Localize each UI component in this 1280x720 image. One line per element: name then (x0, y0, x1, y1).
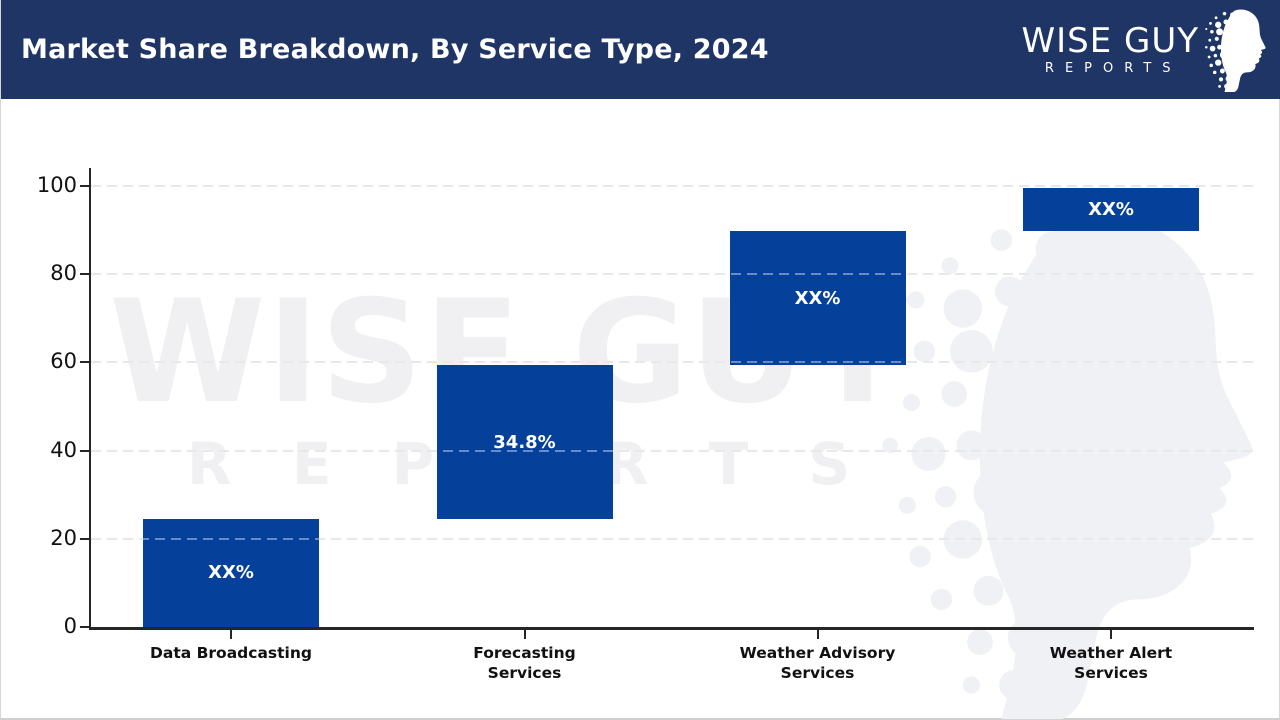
y-axis-tick-label: 80 (50, 261, 77, 286)
brand-logo: WISE GUY REPORTS (1021, 8, 1267, 92)
gridline (91, 273, 1254, 276)
y-axis-tick (80, 449, 89, 452)
bar-value-label: XX% (208, 562, 254, 584)
category-label-line: Weather Alert (1049, 644, 1173, 662)
gridline-overlay (91, 537, 1254, 540)
y-axis-tick (80, 537, 89, 540)
bar-segment: XX% (729, 230, 906, 366)
category-label-line: Weather Advisory (739, 644, 896, 662)
gridline (91, 185, 1254, 187)
category-label-line: Services (487, 664, 562, 682)
brand-name-label: WISE GUY (1021, 21, 1199, 61)
x-axis-tick (523, 630, 526, 639)
y-axis-tick-label: 20 (50, 525, 77, 550)
category-label-line: Forecasting (473, 644, 576, 662)
x-axis-tick (816, 630, 819, 639)
gridline (91, 449, 1254, 452)
bar-segment: XX% (1023, 188, 1199, 231)
bar-value-label: XX% (1088, 199, 1134, 221)
x-axis-tick (230, 630, 232, 639)
bar-value-label: XX% (794, 287, 841, 309)
gridline-overlay (91, 273, 1254, 276)
category-label-line: Services (780, 664, 855, 682)
brand-wordmark: WISE GUY REPORTS (1021, 23, 1199, 76)
x-axis-line (89, 627, 1254, 630)
bar-segment: 34.8% (436, 365, 613, 519)
y-axis-tick (80, 361, 89, 364)
gridline-overlay (91, 449, 1254, 452)
gridline-overlay (91, 361, 1254, 364)
wise-guy-face-icon (1203, 8, 1267, 92)
y-axis-tick-label: 0 (63, 614, 77, 638)
y-axis-line (89, 168, 91, 629)
page-title: Market Share Breakdown, By Service Type,… (21, 34, 769, 65)
y-axis-tick (80, 626, 89, 628)
plot-area: 0 20 40 60 80 100 XX% Data Broadcasting 34.8% For… (1, 99, 1280, 720)
x-axis-category-label: Forecasting Services (410, 643, 640, 683)
gridline (91, 537, 1254, 540)
bar-segment: XX% (143, 518, 319, 627)
x-axis-category-label: Data Broadcasting (116, 643, 346, 663)
bar-value-label: 34.8% (493, 431, 556, 453)
y-axis-tick (80, 273, 89, 276)
category-label-line: Data Broadcasting (150, 644, 312, 662)
y-axis-tick-label: 100 (36, 173, 77, 197)
brand-reports-label: REPORTS (1044, 61, 1182, 76)
x-axis-category-label: Weather Alert Services (996, 643, 1226, 683)
x-axis-category-label: Weather Advisory Services (703, 643, 933, 683)
category-label-line: Services (1074, 664, 1148, 682)
gridline (91, 361, 1254, 364)
y-axis-tick-label: 60 (50, 349, 77, 374)
y-axis-tick-label: 40 (50, 437, 77, 462)
y-axis-tick (80, 185, 89, 187)
gridline-overlay (91, 185, 1254, 187)
header-bar: Market Share Breakdown, By Service Type,… (1, 0, 1280, 99)
x-axis-tick (1110, 630, 1112, 639)
